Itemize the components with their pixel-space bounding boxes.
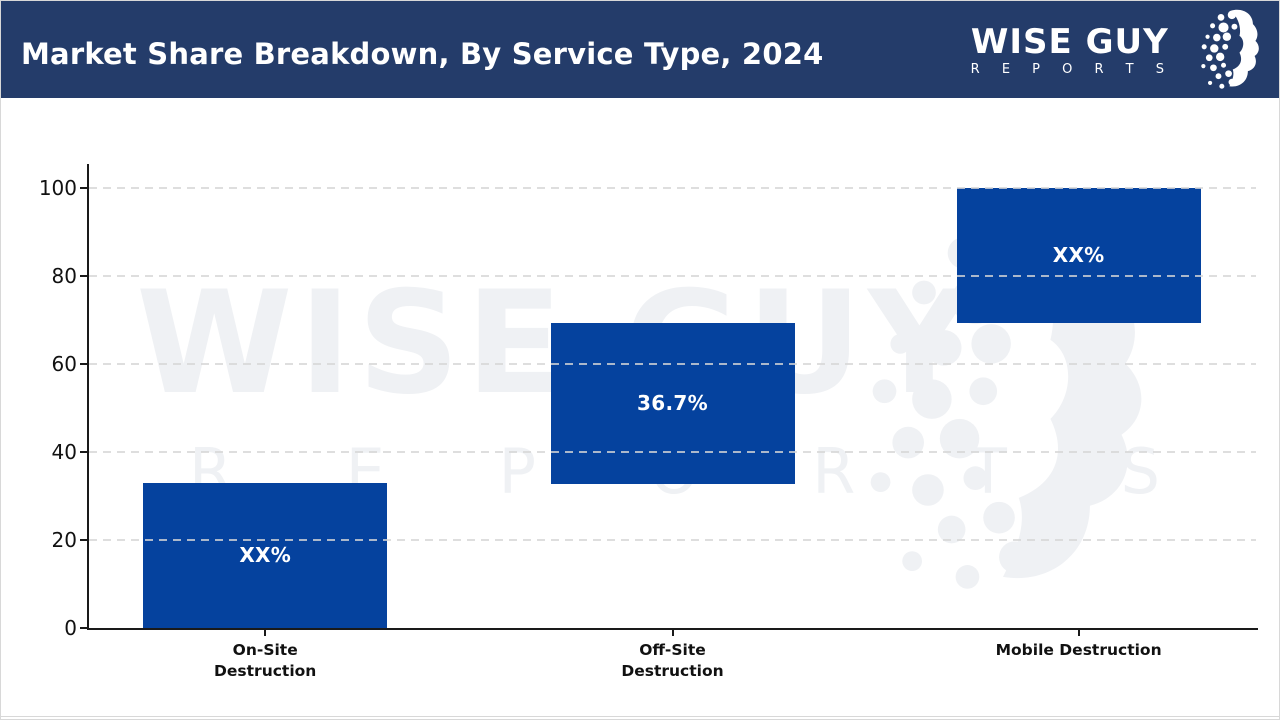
logo-text: WISE GUY R E P O R T S	[967, 25, 1173, 76]
logo-subtitle: R E P O R T S	[970, 62, 1173, 77]
y-tick-label: 100	[38, 176, 77, 200]
x-category-label: Mobile Destruction	[995, 641, 1162, 659]
x-axis	[87, 628, 1258, 630]
y-tick	[80, 363, 87, 365]
y-tick-label: 0	[64, 616, 77, 640]
y-tick-label: 40	[51, 440, 77, 464]
x-tick	[1077, 630, 1080, 636]
y-tick-label: 80	[51, 264, 77, 288]
bar-value-label: XX%	[239, 543, 292, 568]
logo-wordmark: WISE GUY	[970, 22, 1169, 62]
y-tick	[80, 627, 87, 629]
x-category-label: On-Site Destruction	[214, 641, 317, 680]
face-profile-logo-icon	[1179, 9, 1263, 93]
x-tick	[264, 630, 267, 636]
y-axis	[87, 164, 89, 630]
gridline	[89, 539, 1256, 541]
wise-guy-reports-logo: WISE GUY R E P O R T S	[967, 7, 1263, 93]
y-tick-label: 20	[51, 528, 77, 552]
gridline	[89, 363, 1256, 365]
bar-value-label: XX%	[1052, 243, 1105, 268]
header-band: Market Share Breakdown, By Service Type,…	[1, 1, 1279, 98]
bar-value-label: 36.7%	[637, 391, 708, 416]
gridline	[89, 451, 1256, 453]
x-tick	[671, 630, 674, 636]
bottom-divider	[1, 716, 1279, 717]
y-tick-label: 60	[51, 352, 77, 376]
y-tick	[80, 187, 87, 189]
gridline	[89, 187, 1256, 189]
chart-title: Market Share Breakdown, By Service Type,…	[21, 36, 824, 71]
bar: XX%	[956, 188, 1201, 323]
gridline	[89, 275, 1256, 277]
y-tick	[80, 451, 87, 453]
bar: XX%	[143, 482, 388, 628]
bar: 36.7%	[550, 322, 795, 485]
y-tick	[80, 275, 87, 277]
y-tick	[80, 539, 87, 541]
x-category-label: Off-Site Destruction	[621, 641, 724, 680]
